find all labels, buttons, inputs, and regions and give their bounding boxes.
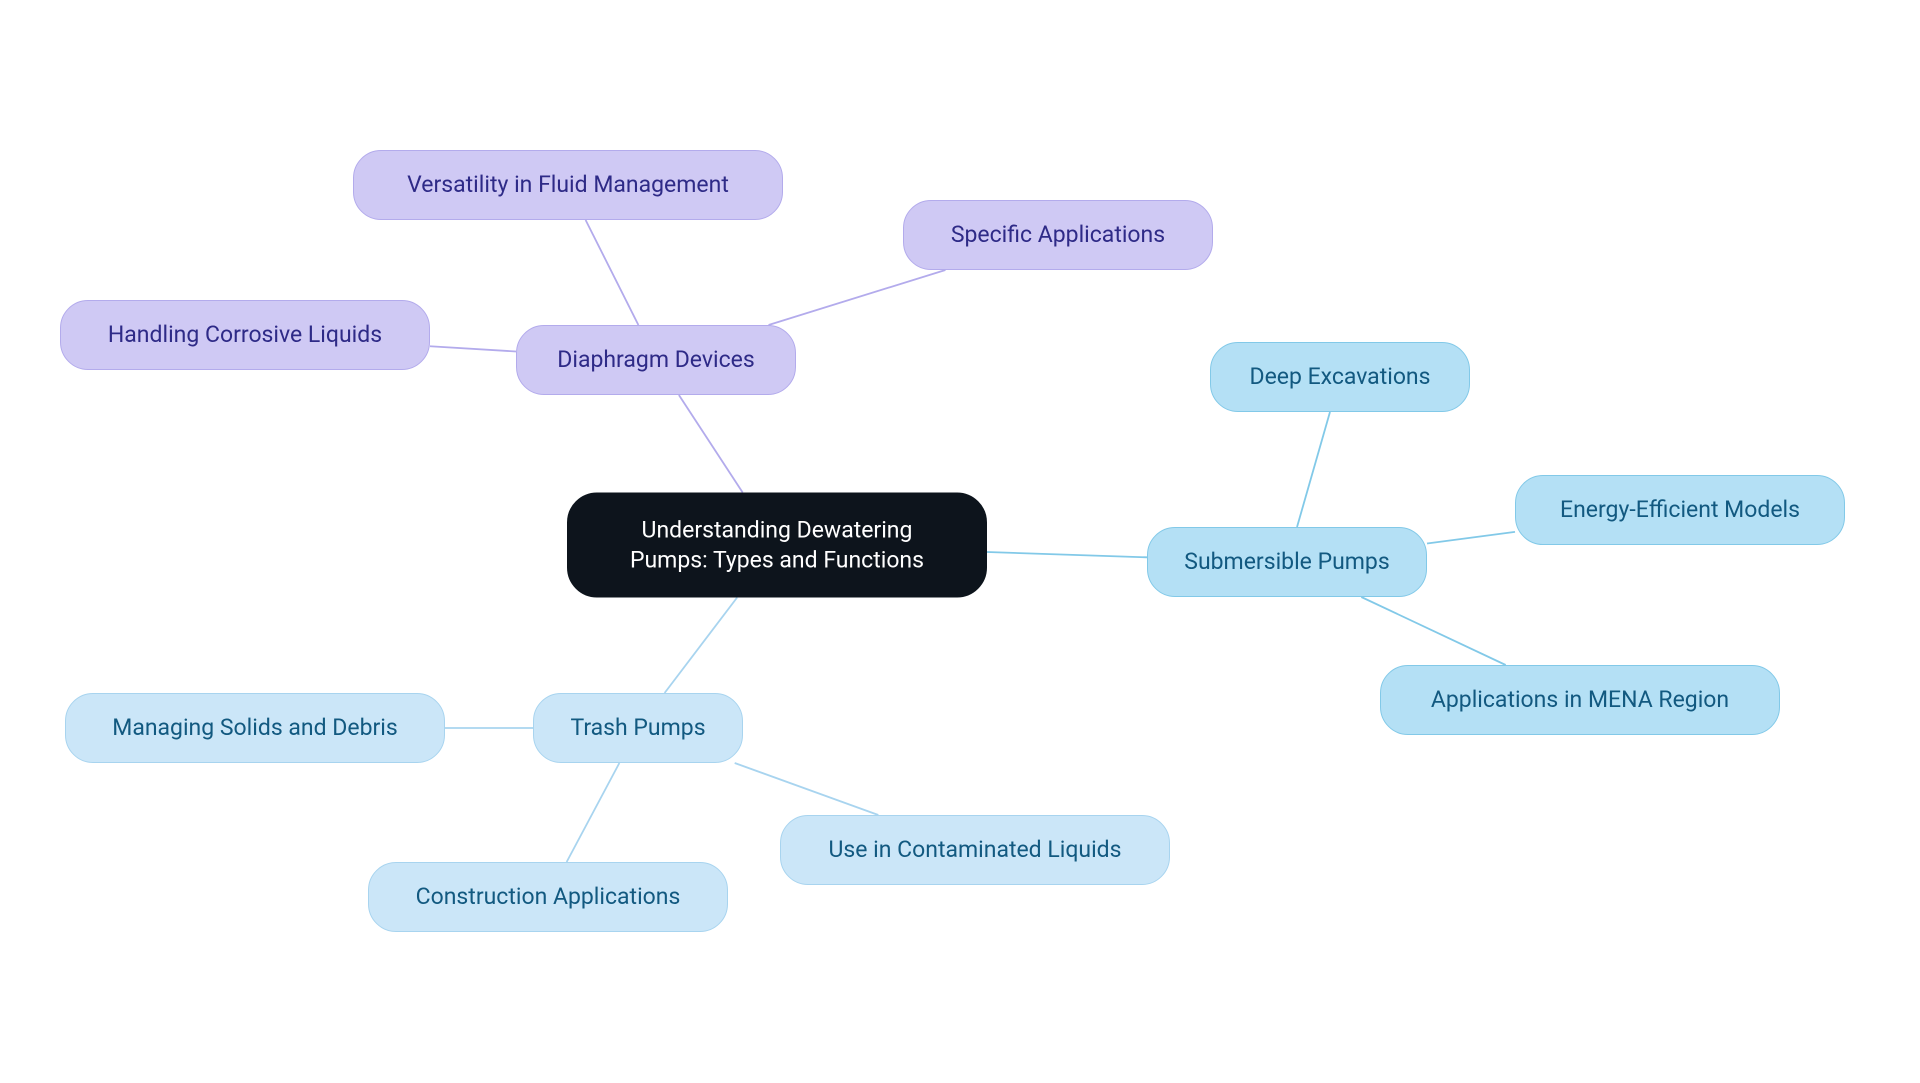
node-deep_exc: Deep Excavations — [1210, 342, 1470, 412]
edge-submersible-deep_exc — [1297, 412, 1330, 527]
edge-root-diaphragm — [679, 395, 743, 493]
edge-trash-construction — [567, 763, 620, 862]
edge-submersible-energy_eff — [1427, 532, 1515, 544]
root-node: Understanding Dewatering Pumps: Types an… — [567, 493, 987, 598]
edge-diaphragm-specific — [769, 270, 946, 325]
edge-trash-contaminated — [735, 763, 879, 815]
node-submersible: Submersible Pumps — [1147, 527, 1427, 597]
edge-submersible-mena — [1361, 597, 1505, 665]
node-construction: Construction Applications — [368, 862, 728, 932]
node-trash: Trash Pumps — [533, 693, 743, 763]
edge-diaphragm-corrosive — [430, 346, 516, 351]
node-corrosive: Handling Corrosive Liquids — [60, 300, 430, 370]
node-energy_eff: Energy-Efficient Models — [1515, 475, 1845, 545]
node-specific: Specific Applications — [903, 200, 1213, 270]
node-diaphragm: Diaphragm Devices — [516, 325, 796, 395]
edge-root-submersible — [987, 552, 1147, 557]
node-versatility: Versatility in Fluid Management — [353, 150, 783, 220]
node-mena: Applications in MENA Region — [1380, 665, 1780, 735]
edge-diaphragm-versatility — [586, 220, 639, 325]
edge-root-trash — [665, 598, 738, 694]
node-contaminated: Use in Contaminated Liquids — [780, 815, 1170, 885]
node-solids: Managing Solids and Debris — [65, 693, 445, 763]
